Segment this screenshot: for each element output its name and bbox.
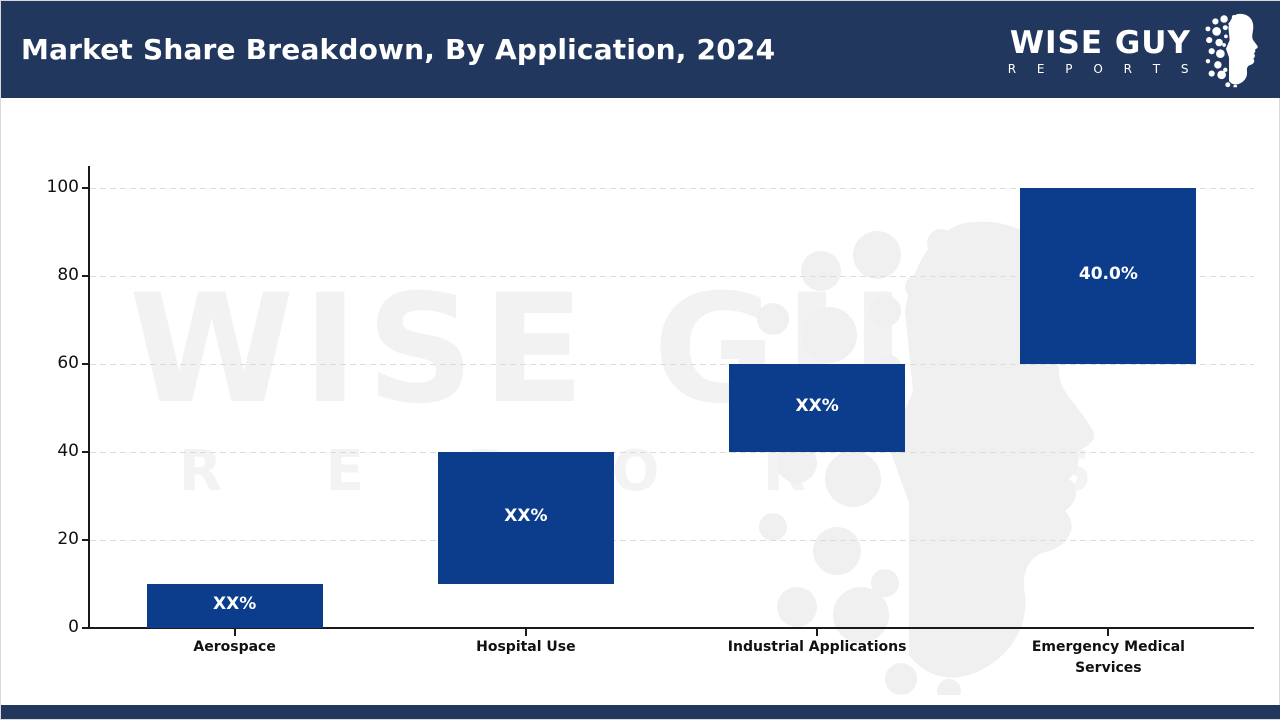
y-axis-tick-mark	[82, 451, 89, 453]
bar-segment	[437, 452, 614, 584]
bar-segment	[729, 364, 906, 452]
gridline	[90, 540, 1254, 541]
wiseguy-face-icon	[1203, 12, 1265, 88]
bar-value-label: 40.0%	[1078, 264, 1138, 284]
page-title: Market Share Breakdown, By Application, …	[21, 33, 776, 66]
x-axis-tick-mark	[816, 629, 819, 636]
y-axis-tick-mark	[82, 363, 89, 365]
header-bar: Market Share Breakdown, By Application, …	[1, 1, 1280, 98]
y-axis-line	[88, 166, 90, 629]
bar-value-label: XX%	[504, 506, 548, 526]
category-label: Emergency Medical Services	[1031, 639, 1185, 676]
bar-value-label: XX%	[795, 396, 839, 416]
footer-bar	[1, 705, 1280, 719]
y-axis-tick-label: 80	[57, 265, 79, 285]
category-label: Industrial Applications	[727, 639, 907, 655]
brand-wordmark: WISE GUY R E P O R T S	[1004, 25, 1197, 76]
bar-value-label: XX%	[213, 594, 257, 614]
gridline	[90, 276, 1254, 277]
x-axis-line	[88, 627, 1254, 629]
category-label: Aerospace	[193, 639, 276, 655]
y-axis-tick-mark	[82, 539, 89, 541]
brand-name: WISE GUY	[1009, 24, 1191, 61]
bar-segment	[146, 584, 323, 628]
y-axis-tick-label: 60	[57, 353, 79, 373]
y-axis-tick-label: 20	[57, 529, 79, 549]
x-axis-tick-mark	[233, 629, 236, 636]
brand-subtitle: R E P O R T S	[1007, 61, 1197, 76]
y-axis-tick-mark	[82, 187, 89, 189]
x-axis-tick-mark	[524, 629, 527, 636]
y-axis-tick-label: 40	[57, 441, 79, 461]
gridline	[90, 452, 1254, 453]
gridline	[90, 188, 1254, 189]
brand-logo: WISE GUY R E P O R T S	[1004, 7, 1265, 93]
gridline	[90, 364, 1254, 365]
bar-segment	[1020, 188, 1197, 364]
x-axis-tick-mark	[1107, 629, 1110, 636]
y-axis-tick-mark	[82, 627, 89, 629]
y-axis-tick-label: 100	[46, 177, 79, 197]
category-label: Hospital Use	[476, 639, 576, 655]
y-axis-tick-mark	[82, 275, 89, 277]
y-axis-tick-label: 0	[68, 617, 79, 637]
